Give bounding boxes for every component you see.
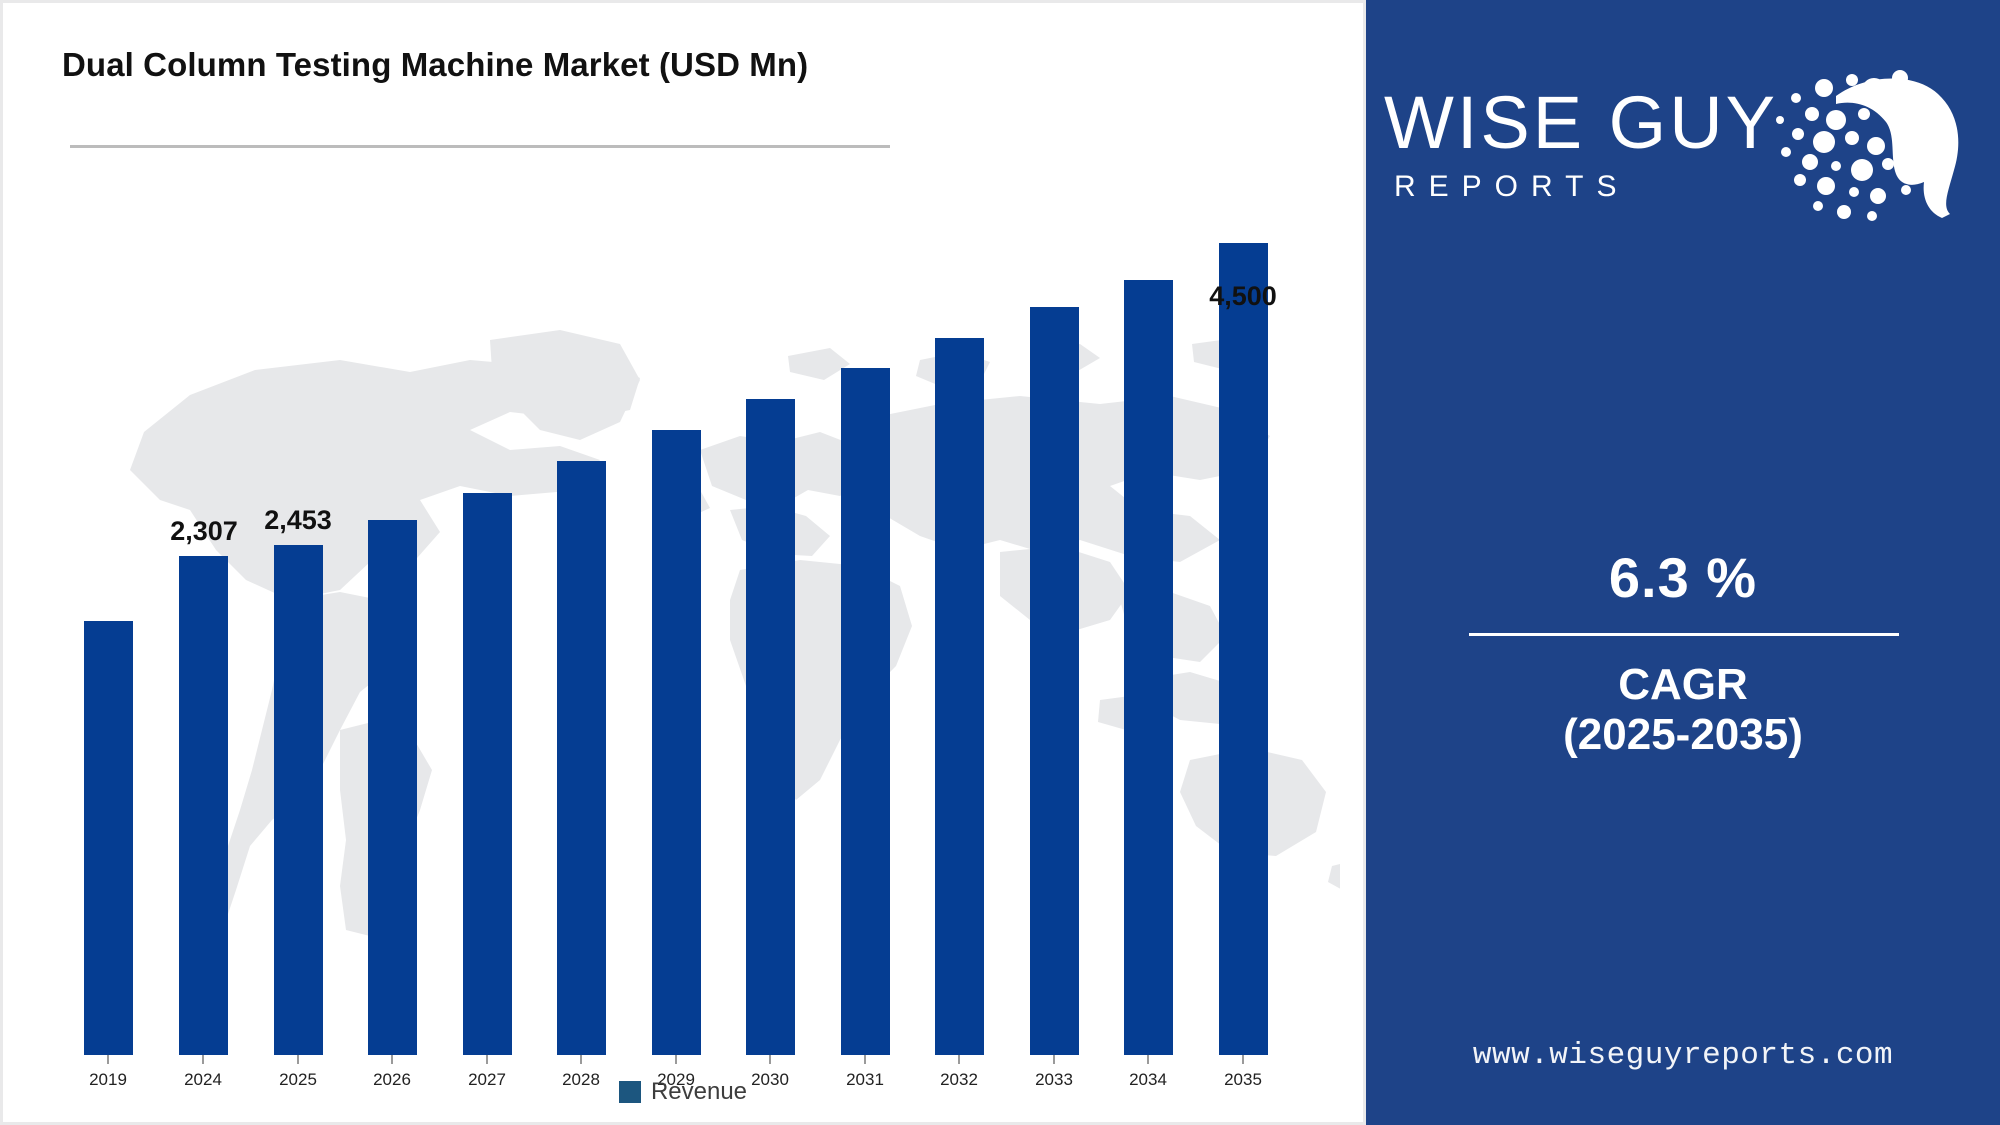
axis-tick (297, 1055, 299, 1064)
bar-2028[interactable] (557, 461, 606, 1055)
axis-tick (1242, 1055, 1244, 1064)
axis-tick (675, 1055, 677, 1064)
title-divider (70, 145, 890, 148)
axis-tick (958, 1055, 960, 1064)
svg-text:WISE GUY: WISE GUY (1384, 81, 1778, 164)
bar-2031[interactable] (841, 368, 890, 1055)
bar-value-label-2025: 2,453 (264, 505, 332, 535)
x-axis-label-2027: 2027 (468, 1070, 506, 1089)
dotted-head-profile-icon (1776, 70, 1959, 221)
x-axis-label-2035: 2035 (1224, 1070, 1262, 1089)
page-title: Dual Column Testing Machine Market (USD … (62, 46, 809, 83)
axis-tick (769, 1055, 771, 1064)
wiseguy-logo[interactable]: WISE GUY REPORTS (1366, 66, 2000, 226)
bar-2025[interactable] (274, 545, 323, 1055)
cagr-label: CAGR (2025-2035) (1366, 660, 2000, 760)
axis-tick (580, 1055, 582, 1064)
x-axis-label-2026: 2026 (373, 1070, 411, 1089)
axis-tick (1053, 1055, 1055, 1064)
cagr-value: 6.3 % (1608, 546, 1758, 609)
x-axis-label-2030: 2030 (751, 1070, 789, 1089)
x-axis-label-2019: 2019 (89, 1070, 127, 1089)
axis-tick (486, 1055, 488, 1064)
axis-tick (202, 1055, 204, 1064)
bar-2033[interactable] (1030, 307, 1079, 1055)
x-axis-label-2031: 2031 (846, 1070, 884, 1089)
bar-2027[interactable] (463, 493, 512, 1055)
legend-label-revenue: Revenue (650, 1078, 748, 1105)
cagr-label-line2: (2025-2035) (1563, 710, 1803, 759)
cagr-divider (1469, 633, 1899, 636)
x-axis-label-2032: 2032 (940, 1070, 978, 1089)
bar-2032[interactable] (935, 338, 984, 1055)
x-axis-label-2025: 2025 (279, 1070, 317, 1089)
brand-panel: WISE GUY REPORTS (1366, 0, 2000, 1125)
cagr-label-line1: CAGR (1618, 660, 1748, 709)
bar-2034[interactable] (1124, 280, 1173, 1055)
x-axis-label-2024: 2024 (184, 1070, 222, 1089)
chart-legend: Revenue (0, 1078, 1366, 1106)
bar-value-label-2035: 4,500 (1209, 281, 1277, 311)
bar-chart-plot: 2,307 2,453 4,500 2019 2024 2025 2026 20… (84, 243, 1277, 1089)
bar-2035[interactable] (1219, 243, 1268, 1055)
bar-2030[interactable] (746, 399, 795, 1055)
bar-2029[interactable] (652, 430, 701, 1055)
x-axis-label-2034: 2034 (1129, 1070, 1167, 1089)
x-axis-label-2033: 2033 (1035, 1070, 1073, 1089)
legend-swatch-revenue-icon (618, 1081, 641, 1103)
bar-2026[interactable] (368, 520, 417, 1055)
axis-tick (864, 1055, 866, 1064)
bar-2024[interactable] (179, 556, 228, 1055)
axis-tick (1147, 1055, 1149, 1064)
website-url[interactable]: www.wiseguyreports.com (1472, 1038, 1894, 1073)
bar-value-label-2024: 2,307 (170, 516, 238, 546)
x-axis-label-2029: 2029 (657, 1070, 695, 1089)
axis-tick (107, 1055, 109, 1064)
bar-2019[interactable] (84, 621, 133, 1055)
axis-tick (391, 1055, 393, 1064)
svg-text:REPORTS: REPORTS (1394, 170, 1629, 203)
x-axis-label-2028: 2028 (562, 1070, 600, 1089)
